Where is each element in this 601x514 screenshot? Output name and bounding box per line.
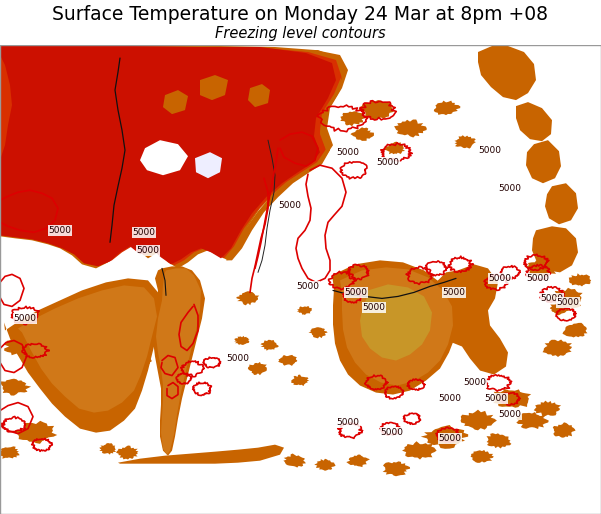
Polygon shape bbox=[1, 379, 31, 396]
Polygon shape bbox=[117, 333, 145, 348]
Polygon shape bbox=[18, 285, 157, 413]
Polygon shape bbox=[346, 454, 370, 467]
Polygon shape bbox=[360, 284, 432, 360]
Polygon shape bbox=[545, 183, 578, 224]
Polygon shape bbox=[226, 50, 342, 261]
Polygon shape bbox=[0, 126, 13, 135]
Text: 5000: 5000 bbox=[344, 288, 367, 297]
Polygon shape bbox=[0, 143, 17, 154]
Text: 5000: 5000 bbox=[136, 246, 159, 255]
Text: 5000: 5000 bbox=[49, 226, 72, 235]
Text: 5000: 5000 bbox=[557, 298, 579, 307]
Polygon shape bbox=[460, 410, 497, 430]
Polygon shape bbox=[0, 105, 11, 116]
Polygon shape bbox=[454, 135, 476, 149]
Polygon shape bbox=[340, 111, 365, 126]
Text: 5000: 5000 bbox=[463, 378, 486, 387]
Text: 5000: 5000 bbox=[227, 354, 249, 363]
Text: 5000: 5000 bbox=[13, 314, 37, 323]
Polygon shape bbox=[248, 84, 270, 107]
Polygon shape bbox=[534, 401, 561, 416]
Text: 5000: 5000 bbox=[337, 418, 359, 427]
Polygon shape bbox=[132, 355, 151, 366]
Polygon shape bbox=[563, 323, 587, 337]
Polygon shape bbox=[491, 389, 531, 408]
Text: 5000: 5000 bbox=[498, 183, 522, 193]
Polygon shape bbox=[550, 302, 571, 316]
Polygon shape bbox=[550, 288, 582, 308]
Polygon shape bbox=[0, 46, 336, 266]
Polygon shape bbox=[308, 327, 328, 338]
Polygon shape bbox=[394, 120, 427, 138]
Text: 5000: 5000 bbox=[132, 228, 156, 237]
Polygon shape bbox=[402, 441, 436, 460]
Polygon shape bbox=[532, 226, 578, 272]
Text: 5000: 5000 bbox=[376, 158, 400, 167]
Polygon shape bbox=[118, 445, 284, 464]
Polygon shape bbox=[4, 337, 40, 357]
Text: 5000: 5000 bbox=[484, 394, 507, 403]
Polygon shape bbox=[260, 340, 279, 351]
Polygon shape bbox=[359, 100, 394, 120]
Polygon shape bbox=[153, 266, 205, 456]
Polygon shape bbox=[340, 267, 453, 386]
Text: 5000: 5000 bbox=[498, 410, 522, 419]
Polygon shape bbox=[200, 75, 228, 100]
Text: 5000: 5000 bbox=[296, 282, 320, 291]
Text: 5000: 5000 bbox=[526, 274, 549, 283]
Text: Surface Temperature on Monday 24 Mar at 8pm +08: Surface Temperature on Monday 24 Mar at … bbox=[52, 5, 549, 24]
Polygon shape bbox=[291, 375, 309, 386]
Text: 5000: 5000 bbox=[362, 303, 385, 312]
Polygon shape bbox=[248, 362, 267, 375]
Polygon shape bbox=[234, 336, 249, 345]
Polygon shape bbox=[569, 273, 591, 286]
Polygon shape bbox=[471, 450, 494, 463]
Polygon shape bbox=[278, 355, 297, 366]
Polygon shape bbox=[486, 433, 511, 449]
Polygon shape bbox=[156, 268, 201, 455]
Text: 5000: 5000 bbox=[278, 201, 302, 210]
Polygon shape bbox=[332, 261, 458, 395]
Polygon shape bbox=[0, 46, 342, 265]
Text: 5000: 5000 bbox=[540, 294, 564, 303]
Text: 5000: 5000 bbox=[337, 148, 359, 157]
Polygon shape bbox=[297, 306, 312, 315]
Polygon shape bbox=[116, 446, 138, 460]
Polygon shape bbox=[0, 446, 19, 458]
Polygon shape bbox=[314, 459, 335, 471]
Polygon shape bbox=[553, 423, 576, 437]
Polygon shape bbox=[421, 425, 468, 449]
Text: Freezing level contours: Freezing level contours bbox=[215, 26, 386, 42]
Polygon shape bbox=[526, 260, 557, 277]
Polygon shape bbox=[350, 127, 374, 141]
Polygon shape bbox=[516, 102, 552, 141]
Polygon shape bbox=[99, 443, 116, 454]
Text: 5000: 5000 bbox=[439, 434, 462, 443]
Polygon shape bbox=[163, 90, 188, 114]
Polygon shape bbox=[4, 279, 162, 433]
Text: 5000: 5000 bbox=[439, 394, 462, 403]
Polygon shape bbox=[516, 412, 549, 429]
Polygon shape bbox=[383, 462, 410, 476]
Polygon shape bbox=[423, 264, 508, 375]
Text: 5000: 5000 bbox=[442, 288, 466, 297]
Text: 5000: 5000 bbox=[478, 145, 501, 155]
Polygon shape bbox=[478, 46, 536, 100]
Polygon shape bbox=[284, 453, 306, 468]
Text: 5000: 5000 bbox=[380, 428, 403, 437]
Polygon shape bbox=[526, 140, 561, 183]
Polygon shape bbox=[543, 340, 572, 357]
Polygon shape bbox=[195, 152, 222, 178]
Polygon shape bbox=[140, 140, 188, 175]
Text: 5000: 5000 bbox=[489, 274, 511, 283]
Polygon shape bbox=[109, 350, 131, 362]
Polygon shape bbox=[434, 101, 460, 115]
Polygon shape bbox=[14, 421, 57, 444]
Polygon shape bbox=[384, 142, 405, 154]
Polygon shape bbox=[0, 46, 348, 268]
Polygon shape bbox=[236, 291, 259, 305]
